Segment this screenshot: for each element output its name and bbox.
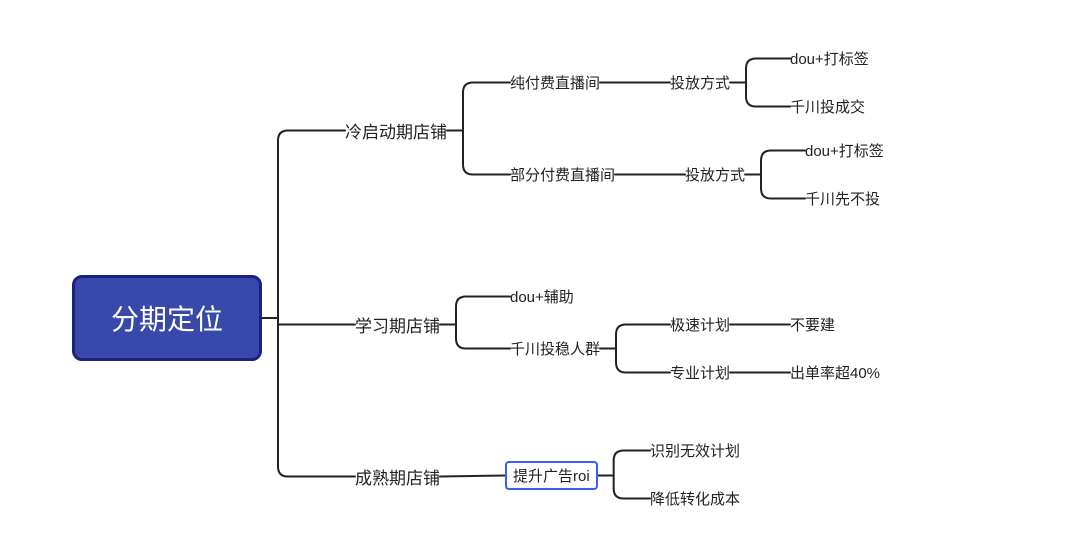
node-fast-plan: 极速计划 xyxy=(670,314,730,335)
leaf-dou-assist: dou+辅助 xyxy=(510,286,574,307)
node-label: 极速计划 xyxy=(670,317,730,334)
leaf-dou-tag-1: dou+打标签 xyxy=(790,48,869,69)
node-label: 提升广告roi xyxy=(513,468,590,485)
branch-mature: 成熟期店铺 xyxy=(355,464,440,489)
node-partial-paid-room: 部分付费直播间 xyxy=(510,164,615,185)
leaf-identify-invalid: 识别无效计划 xyxy=(650,440,740,461)
node-label: 千川先不投 xyxy=(805,191,880,208)
node-improve-roi: 提升广告roi xyxy=(505,461,598,490)
branch-learning: 学习期店铺 xyxy=(355,312,440,337)
node-label: 部分付费直播间 xyxy=(510,167,615,184)
node-label: 千川投稳人群 xyxy=(510,341,600,358)
branch-label: 成熟期店铺 xyxy=(355,469,440,488)
leaf-order-rate-40: 出单率超40% xyxy=(790,362,880,383)
node-pure-paid-room: 纯付费直播间 xyxy=(510,72,600,93)
leaf-qianchuan-hold: 千川先不投 xyxy=(805,188,880,209)
root-node: 分期定位 xyxy=(72,275,262,361)
leaf-dont-build: 不要建 xyxy=(790,314,835,335)
node-label: 出单率超40% xyxy=(790,365,880,382)
leaf-dou-tag-2: dou+打标签 xyxy=(805,140,884,161)
root-label: 分期定位 xyxy=(111,304,223,335)
node-label: 千川投成交 xyxy=(790,99,865,116)
branch-label: 学习期店铺 xyxy=(355,317,440,336)
node-delivery-method-1: 投放方式 xyxy=(670,72,730,93)
branch-cold-start: 冷启动期店铺 xyxy=(345,118,447,143)
node-label: 纯付费直播间 xyxy=(510,75,600,92)
node-qianchuan-stable: 千川投稳人群 xyxy=(510,338,600,359)
leaf-reduce-cost: 降低转化成本 xyxy=(650,488,740,509)
node-label: 专业计划 xyxy=(670,365,730,382)
node-label: 识别无效计划 xyxy=(650,443,740,460)
node-delivery-method-2: 投放方式 xyxy=(685,164,745,185)
leaf-qianchuan-deal: 千川投成交 xyxy=(790,96,865,117)
node-label: 投放方式 xyxy=(685,167,745,184)
node-pro-plan: 专业计划 xyxy=(670,362,730,383)
branch-label: 冷启动期店铺 xyxy=(345,123,447,142)
node-label: 投放方式 xyxy=(670,75,730,92)
node-label: dou+打标签 xyxy=(805,143,884,160)
node-label: 不要建 xyxy=(790,317,835,334)
node-label: dou+打标签 xyxy=(790,51,869,68)
node-label: 降低转化成本 xyxy=(650,491,740,508)
node-label: dou+辅助 xyxy=(510,289,574,306)
